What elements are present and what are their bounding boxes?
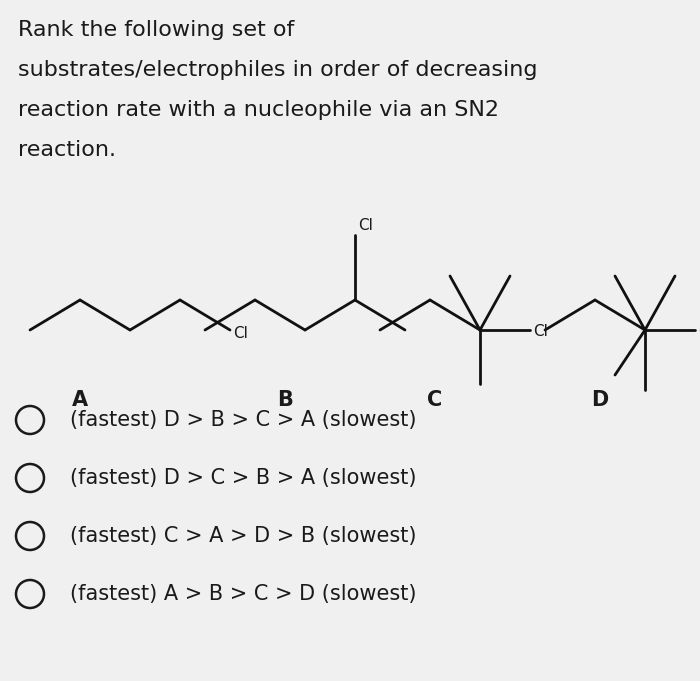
Text: substrates/electrophiles in order of decreasing: substrates/electrophiles in order of dec… — [18, 60, 538, 80]
Text: Cl: Cl — [233, 326, 248, 341]
Text: Rank the following set of: Rank the following set of — [18, 20, 295, 40]
Text: (fastest) D > C > B > A (slowest): (fastest) D > C > B > A (slowest) — [70, 468, 416, 488]
Text: (fastest) A > B > C > D (slowest): (fastest) A > B > C > D (slowest) — [70, 584, 416, 604]
Text: reaction rate with a nucleophile via an SN2: reaction rate with a nucleophile via an … — [18, 100, 499, 120]
Text: B: B — [277, 390, 293, 410]
Text: (fastest) C > A > D > B (slowest): (fastest) C > A > D > B (slowest) — [70, 526, 416, 546]
Text: (fastest) D > B > C > A (slowest): (fastest) D > B > C > A (slowest) — [70, 410, 416, 430]
Text: A: A — [72, 390, 88, 410]
Text: Cl: Cl — [533, 325, 548, 340]
Text: C: C — [428, 390, 442, 410]
Text: Cl: Cl — [358, 218, 373, 233]
Text: Cl: Cl — [698, 325, 700, 340]
Text: D: D — [592, 390, 608, 410]
Text: reaction.: reaction. — [18, 140, 116, 160]
